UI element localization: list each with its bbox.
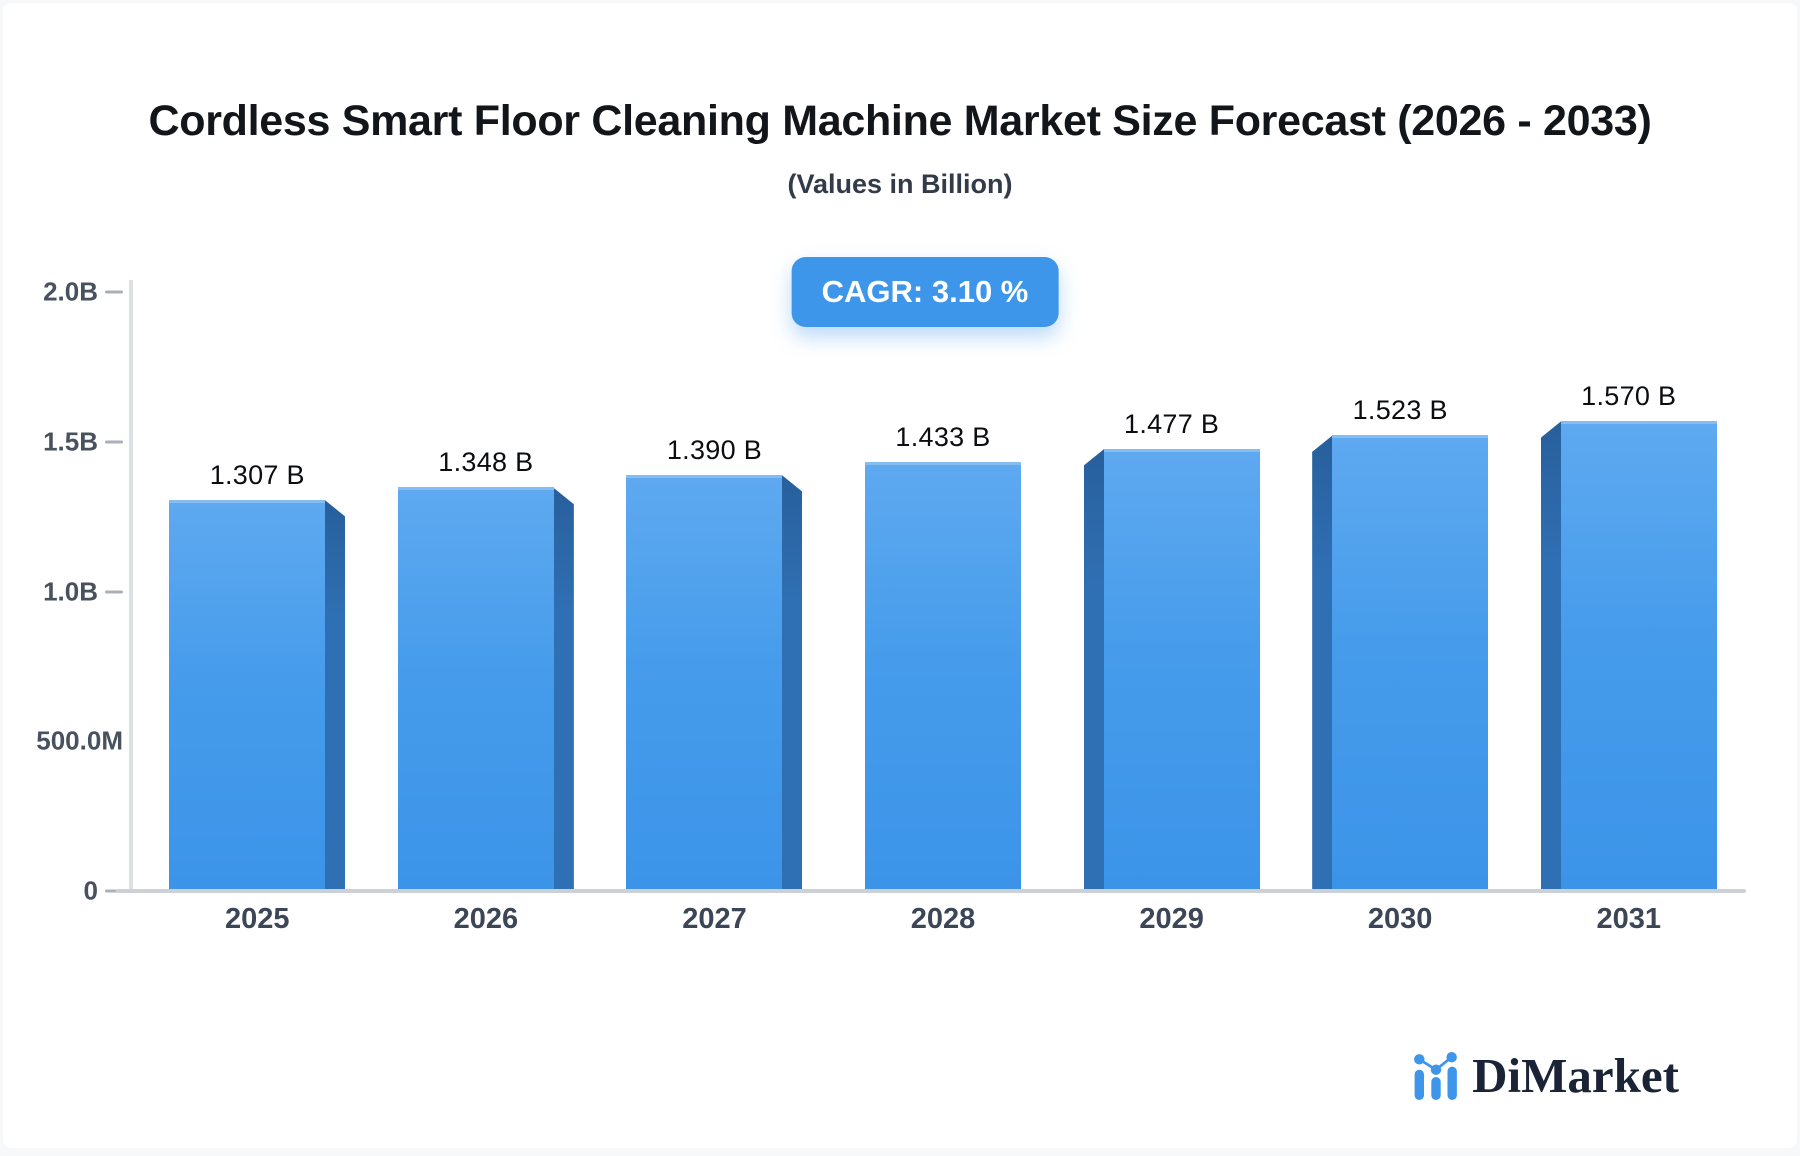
bar-side-face (552, 487, 574, 891)
bar-group-2028: 1.433 B 2028 (829, 292, 1058, 935)
y-tick: 500.0M (3, 726, 123, 757)
bar-group-2027: 1.390 B 2027 (600, 292, 829, 935)
bar-main-face (1332, 434, 1489, 891)
chart-subtitle: (Values in Billion) (787, 169, 1013, 199)
y-tick-label: 2.0B (43, 276, 98, 307)
plot-area: 1.307 B 2025 1.348 B 2026 1.390 B 2027 (143, 292, 1743, 935)
bar-side-face (324, 499, 346, 891)
bar-value-label: 1.477 B (1124, 408, 1220, 439)
bar-value-label: 1.523 B (1352, 394, 1448, 425)
bar-2026 (397, 487, 574, 891)
bar-main-face (865, 461, 1022, 891)
bar-value-label: 1.348 B (438, 447, 534, 478)
y-tick-label: 500.0M (36, 725, 123, 756)
chart-title: Cordless Smart Floor Cleaning Machine Ma… (148, 97, 1652, 145)
y-tick-label: 1.0B (43, 576, 98, 606)
bar-side-face (1083, 448, 1105, 891)
x-axis-label: 2029 (1139, 903, 1204, 935)
bar-group-2025: 1.307 B 2025 (143, 292, 372, 935)
bar-2029 (1083, 448, 1260, 891)
x-axis-line (116, 889, 1746, 893)
tick-dash-icon (105, 440, 123, 444)
bar-line-chart-icon (1414, 1052, 1458, 1100)
bar-value-label: 1.390 B (666, 434, 763, 465)
bar-2025 (169, 499, 346, 891)
x-axis-label: 2031 (1596, 903, 1662, 935)
bar-group-2029: 1.477 B 2029 (1057, 292, 1286, 935)
y-tick-label: 1.5B (43, 426, 98, 457)
bar-2030 (1312, 434, 1489, 891)
chart-card: Cordless Smart Floor Cleaning Machine Ma… (3, 3, 1797, 1148)
bar-value-label: 1.433 B (895, 421, 991, 452)
bar-side-face (1540, 420, 1562, 891)
tick-dash-icon (105, 889, 123, 893)
x-axis-label: 2030 (1367, 903, 1433, 935)
x-axis-label: 2026 (453, 903, 519, 935)
x-axis-label: 2025 (225, 903, 290, 935)
bar-main-face (1103, 448, 1260, 891)
y-tick-label: 0 (83, 875, 98, 906)
tick-dash-icon (105, 290, 123, 294)
brand-logo: DiMarket (1413, 1051, 1679, 1100)
bar-side-face (1312, 434, 1334, 891)
brand-name: DiMarket (1472, 1048, 1679, 1103)
y-tick: 0 (3, 876, 123, 907)
tick-dash-icon (105, 590, 123, 593)
x-axis-label: 2028 (910, 903, 976, 935)
y-axis-line (129, 280, 133, 891)
bar-main-face (1560, 420, 1717, 891)
y-tick: 2.0B (3, 277, 123, 308)
y-tick: 1.0B (3, 576, 123, 607)
bar-side-face (781, 474, 803, 891)
bar-2027 (626, 474, 803, 891)
bar-main-face (626, 474, 783, 891)
cagr-badge: CAGR: 3.10 % (791, 257, 1059, 327)
bar-2028 (855, 461, 1031, 891)
bar-group-2030: 1.523 B 2030 (1286, 292, 1515, 935)
bar-main-face (397, 487, 554, 891)
bar-main-face (169, 499, 326, 891)
bar-2031 (1540, 420, 1717, 891)
bar-group-2026: 1.348 B 2026 (372, 292, 601, 935)
x-axis-label: 2027 (682, 903, 747, 935)
y-axis: 2.0B 1.5B 1.0B 500.0M 0 (3, 277, 123, 906)
bar-value-label: 1.307 B (209, 459, 305, 490)
bar-value-label: 1.570 B (1581, 380, 1677, 411)
y-tick: 1.5B (3, 426, 123, 457)
bar-group-2031: 1.570 B 2031 (1514, 292, 1743, 935)
